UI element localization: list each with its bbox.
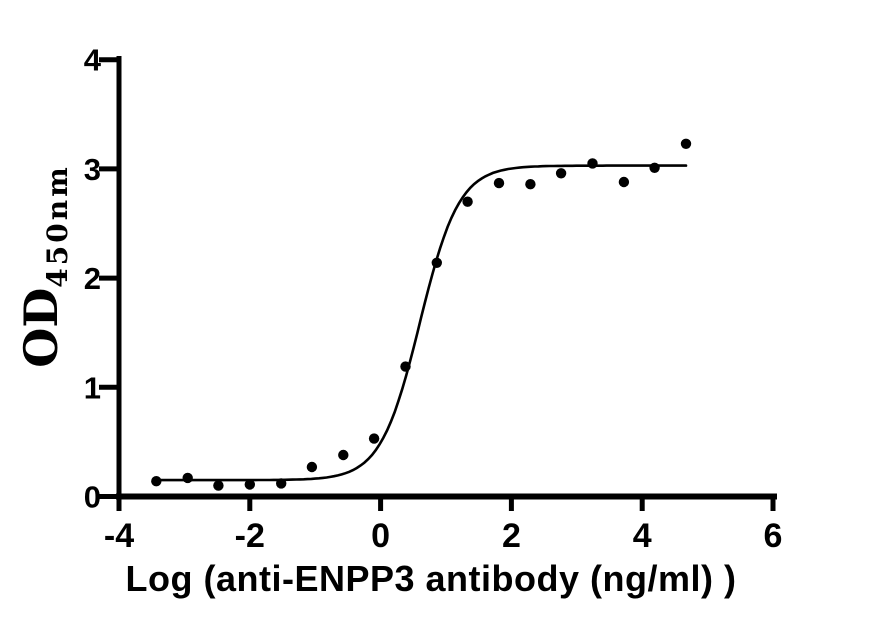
y-axis-label: OD450nm (14, 164, 74, 367)
x-axis-label: Log (anti-ENPP3 antibody (ng/ml) ) (125, 558, 737, 599)
data-point (151, 476, 162, 487)
data-point (555, 168, 567, 179)
y-axis-label-subscript: 450nm (41, 164, 74, 288)
data-point (213, 480, 224, 491)
x-tick-label: 4 (633, 517, 652, 555)
fitted-curve (155, 164, 688, 482)
data-point (338, 449, 349, 461)
y-axis-label-main: OD (14, 287, 68, 368)
data-point (525, 179, 536, 190)
data-point (431, 257, 442, 268)
x-tick-label: 0 (371, 517, 390, 555)
x-tick-label: 2 (502, 517, 521, 555)
data-point (493, 177, 505, 189)
data-point (462, 196, 473, 207)
y-tick-label: 2 (84, 261, 101, 296)
data-point (276, 478, 287, 489)
data-point (649, 162, 660, 173)
x-tick-label: -2 (235, 517, 265, 555)
data-point (306, 461, 318, 473)
data-point (680, 138, 692, 149)
data-point (400, 361, 411, 372)
data-point (182, 472, 193, 484)
y-tick-label: 4 (84, 43, 102, 78)
x-tick-label: 6 (764, 517, 783, 555)
y-tick-label: 1 (84, 370, 101, 405)
y-tick-label: 0 (84, 480, 101, 515)
x-tick-label: -4 (104, 517, 134, 555)
data-point (368, 433, 380, 444)
data-point (587, 158, 598, 169)
y-tick-label: 3 (84, 152, 101, 187)
data-point (244, 479, 255, 490)
data-point (618, 176, 630, 188)
